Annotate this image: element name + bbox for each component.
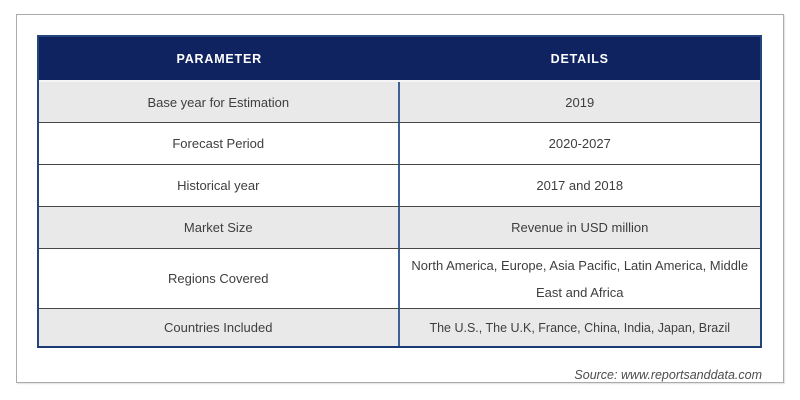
parameter-cell: Market Size <box>39 207 400 248</box>
details-cell: 2019 <box>565 94 595 110</box>
table-row-countries-included: Countries Included The U.S., The U.K, Fr… <box>39 308 760 346</box>
col-header-parameter: PARAMETER <box>176 51 262 66</box>
details-cell: 2020-2027 <box>548 136 611 151</box>
parameter-cell: Forecast Period <box>39 123 400 164</box>
table-row-historical-year: Historical year 2017 and 2018 <box>39 164 760 206</box>
details-cell: North America, Europe, Asia Pacific, Lat… <box>411 257 749 300</box>
table-row-market-size: Market Size Revenue in USD million <box>39 206 760 248</box>
details-cell: 2017 and 2018 <box>536 178 624 193</box>
report-scope-card: PARAMETER DETAILS Base year for Estimati… <box>16 14 784 383</box>
parameter-cell: Countries Included <box>39 309 400 346</box>
parameter-details-table: PARAMETER DETAILS Base year for Estimati… <box>37 35 762 348</box>
table-row-base-year: Base year for Estimation 2019 <box>39 80 760 122</box>
parameter-cell: Historical year <box>39 165 400 206</box>
parameter-cell: Base year for Estimation <box>39 82 400 122</box>
source-attribution: Source: www.reportsanddata.com <box>574 368 762 382</box>
details-cell: The U.S., The U.K, France, China, India,… <box>429 320 731 335</box>
parameter-cell: Regions Covered <box>39 249 400 308</box>
details-cell: Revenue in USD million <box>511 220 649 235</box>
col-header-details: DETAILS <box>550 51 609 66</box>
table-row-forecast-period: Forecast Period 2020-2027 <box>39 122 760 164</box>
table-row-regions-covered: Regions Covered North America, Europe, A… <box>39 248 760 308</box>
table-header-row: PARAMETER DETAILS <box>39 37 760 80</box>
